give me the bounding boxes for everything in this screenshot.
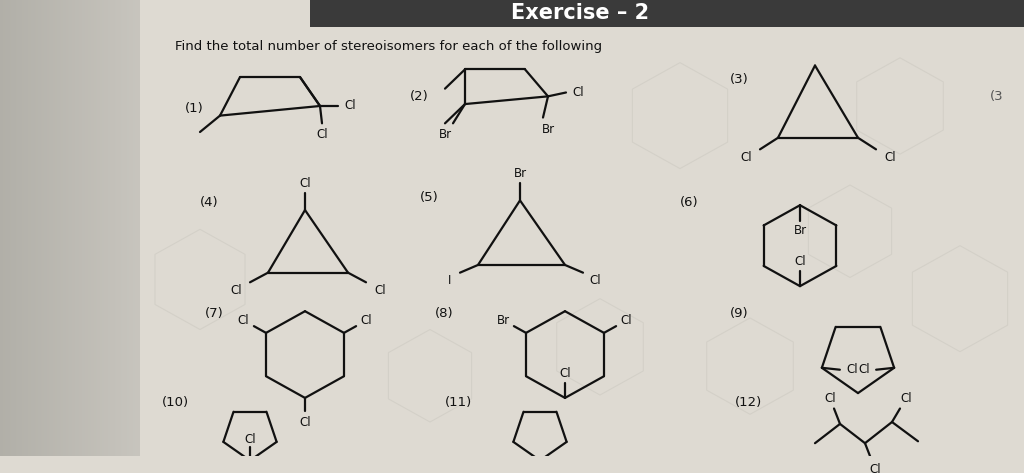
Text: Cl: Cl [740,150,752,164]
Text: (1): (1) [185,102,204,115]
Bar [310,0,1024,27]
Text: Cl: Cl [869,463,881,473]
Bar [0,0,140,455]
Text: (8): (8) [435,307,454,320]
Text: I: I [449,274,452,287]
Text: (12): (12) [735,396,762,409]
Text: (9): (9) [730,307,749,320]
Text: Cl: Cl [621,314,632,327]
Text: Br: Br [513,167,526,180]
Text: Cl: Cl [858,363,870,376]
Text: Cl: Cl [299,416,311,429]
Text: Exercise – 2: Exercise – 2 [511,3,649,24]
Text: (6): (6) [680,196,698,209]
Text: Br: Br [542,123,555,136]
Text: (11): (11) [445,396,472,409]
Text: Br: Br [794,224,807,237]
Text: Cl: Cl [230,283,242,297]
Text: (3: (3 [990,90,1004,103]
Text: (4): (4) [200,196,219,209]
Text: Cl: Cl [360,314,373,327]
Text: (7): (7) [205,307,224,320]
Text: (2): (2) [410,90,429,103]
Text: Cl: Cl [572,86,584,99]
Text: Cl: Cl [559,368,570,380]
Text: (5): (5) [420,191,438,204]
Text: Br: Br [497,314,510,327]
Text: Cl: Cl [589,274,601,287]
Text: Cl: Cl [900,393,911,405]
Text: Find the total number of stereoisomers for each of the following: Find the total number of stereoisomers f… [175,40,602,53]
Text: Cl: Cl [846,363,858,376]
Text: Cl: Cl [316,128,328,141]
Text: Cl: Cl [374,283,386,297]
Text: Cl: Cl [299,176,311,190]
Text: Br: Br [438,128,452,141]
Text: Cl: Cl [795,254,806,268]
Text: Cl: Cl [884,150,896,164]
Text: Cl: Cl [244,433,256,446]
Text: Cl: Cl [824,393,836,405]
Text: (10): (10) [162,396,189,409]
Text: (3): (3) [730,72,749,86]
Text: Cl: Cl [344,99,355,113]
Text: Cl: Cl [238,314,249,327]
